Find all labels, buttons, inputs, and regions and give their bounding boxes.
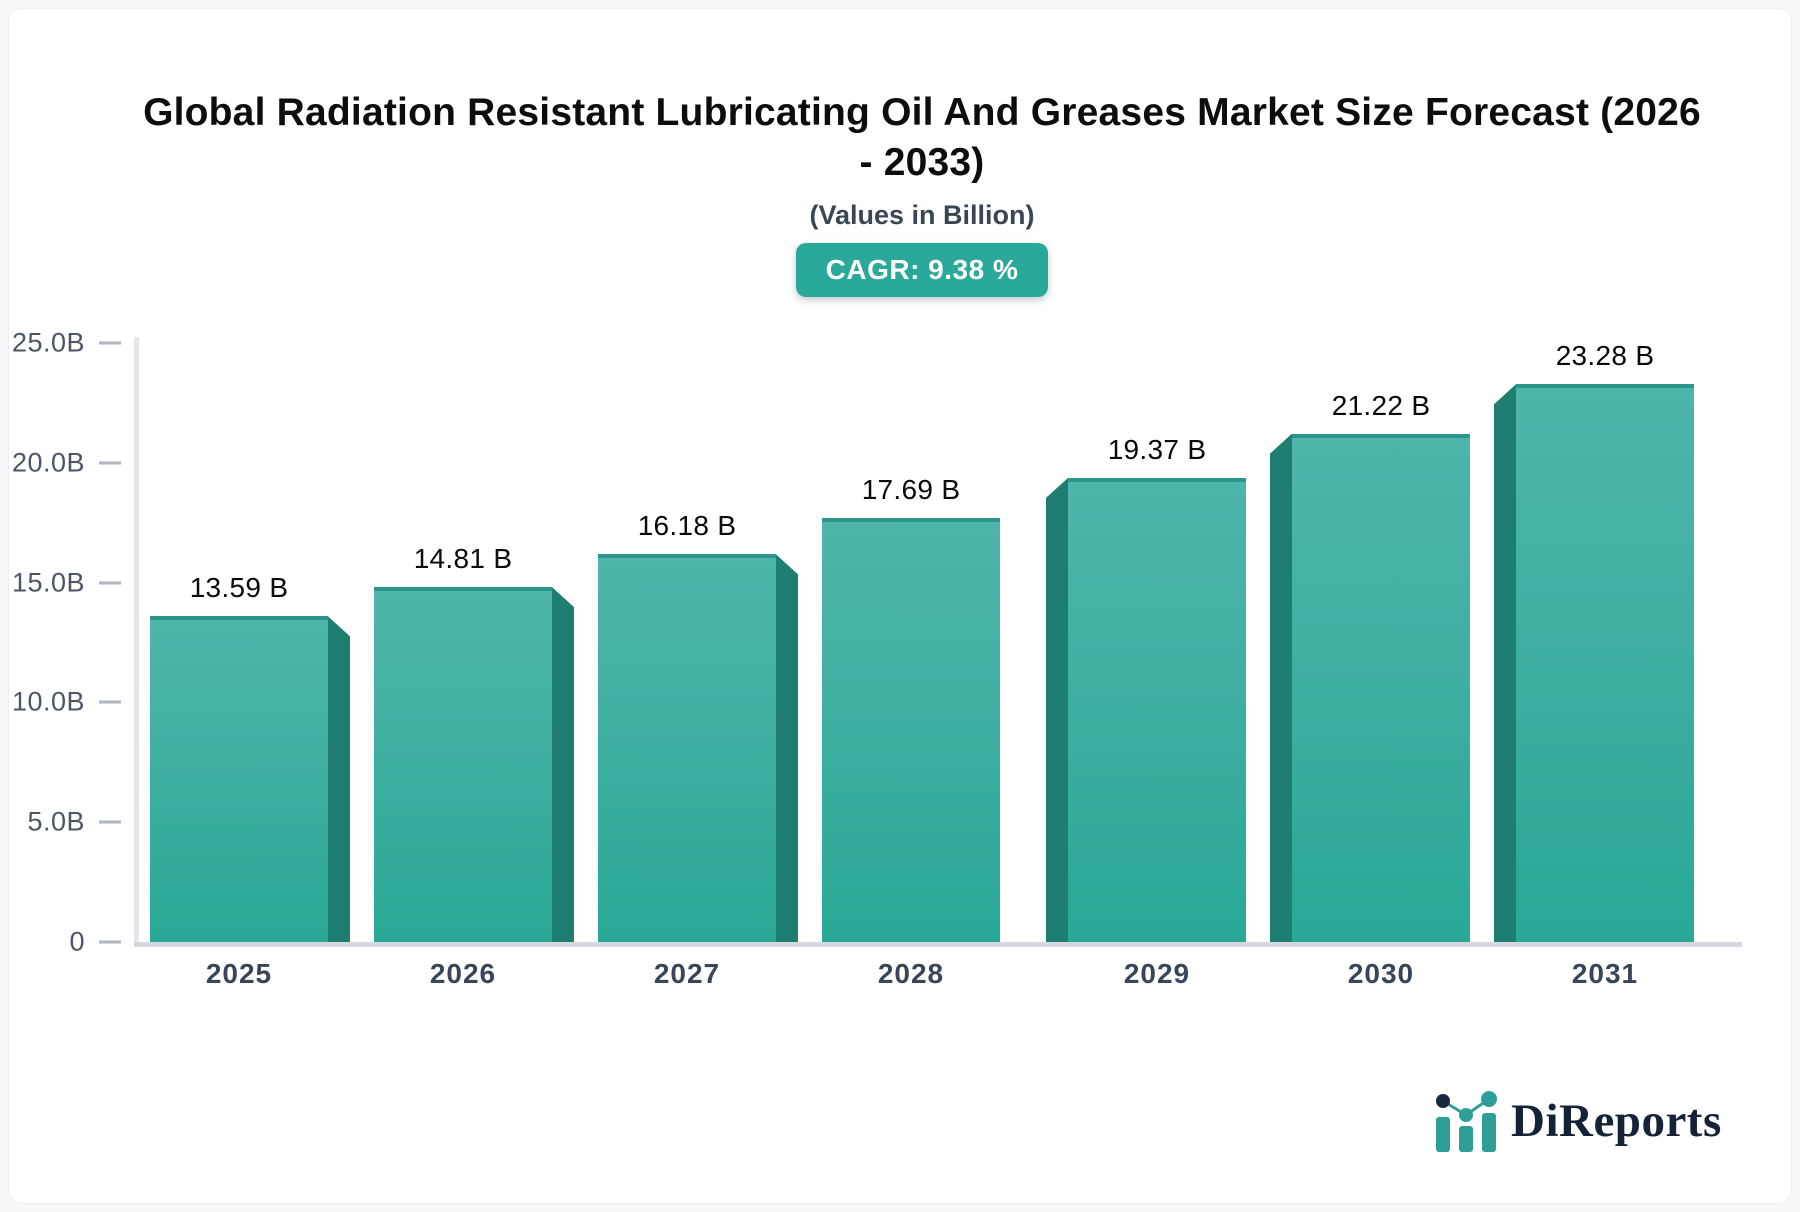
y-tick: 0 <box>69 927 134 958</box>
bar-side-3d <box>776 554 798 942</box>
bar-2030: 21.22 B <box>1270 390 1470 942</box>
chart-title-line1: Global Radiation Resistant Lubricating O… <box>143 91 1701 134</box>
bar-value-label: 19.37 B <box>1107 433 1207 465</box>
x-axis-label: 2025 <box>205 958 273 989</box>
y-tick: 15.0B <box>12 567 134 598</box>
bar-value-label: 23.28 B <box>1555 340 1655 372</box>
bar-value-label: 14.81 B <box>413 543 513 575</box>
bar-face <box>374 587 552 942</box>
chart-header: Global Radiation Resistant Lubricating O… <box>0 0 1800 297</box>
y-tick-dash <box>99 700 121 704</box>
chart-title: Global Radiation Resistant Lubricating O… <box>44 88 1800 188</box>
bar-face <box>1516 384 1694 942</box>
bar-value-label: 13.59 B <box>189 572 289 604</box>
y-tick-label: 0 <box>69 926 85 957</box>
chart-title-line2: - 2033) <box>859 141 985 184</box>
y-tick-label: 20.0B <box>11 447 85 478</box>
y-tick-label: 15.0B <box>11 567 85 598</box>
y-tick-dash <box>99 820 121 824</box>
x-axis-label: 2026 <box>429 958 497 989</box>
y-tick-dash <box>99 461 121 465</box>
bar-2031: 23.28 B <box>1494 340 1694 942</box>
x-axis-label: 2029 <box>1123 958 1191 989</box>
bar-value-label: 17.69 B <box>861 474 961 506</box>
x-axis-label: 2028 <box>877 958 945 989</box>
bar-2025: 13.59 B <box>150 572 350 942</box>
bar-value-label: 21.22 B <box>1331 389 1431 421</box>
chart-subtitle: (Values in Billion) <box>809 200 1035 230</box>
y-tick: 25.0B <box>12 328 134 359</box>
y-tick-label: 25.0B <box>11 327 85 358</box>
bar-face <box>822 518 1000 942</box>
x-axis-label: 2030 <box>1347 958 1415 989</box>
y-tick: 20.0B <box>12 447 134 478</box>
bar-side-3d <box>328 616 350 942</box>
y-tick-dash <box>99 341 121 345</box>
bar-2029: 19.37 B <box>1046 434 1246 942</box>
bar-2028: 17.69 B <box>822 474 1022 942</box>
cagr-badge: CAGR: 9.38 % <box>795 243 1049 297</box>
y-tick-dash <box>99 581 121 585</box>
y-tick: 10.0B <box>12 687 134 718</box>
bar-face <box>598 554 776 942</box>
x-axis: 2025 2026 2027 2028 2029 2030 2031 <box>134 958 1742 998</box>
bar-2027: 16.18 B <box>598 510 798 942</box>
plot-area: 13.59 B 14.81 B 16.18 B 17.69 B 19.37 B 21.22… <box>134 340 1742 942</box>
y-tick-dash <box>99 940 121 944</box>
bar-face <box>1068 477 1246 942</box>
mini-bar-chart-icon <box>1436 1091 1497 1152</box>
direports-logo: DiReports <box>1432 1090 1722 1152</box>
x-axis-line <box>134 942 1742 947</box>
y-tick-label: 5.0B <box>27 806 85 837</box>
bar-side-3d <box>552 587 574 942</box>
y-tick: 5.0B <box>27 807 134 838</box>
bar-side-3d <box>1270 433 1292 942</box>
bar-side-3d <box>1046 477 1068 942</box>
y-axis: 25.0B 20.0B 15.0B 10.0B 5.0B 0 <box>0 328 134 957</box>
logo-text: DiReports <box>1511 1095 1722 1147</box>
bar-side-3d <box>1494 384 1516 942</box>
x-axis-label: 2031 <box>1571 958 1639 989</box>
bar-value-label: 16.18 B <box>637 510 737 542</box>
bar-face <box>150 616 328 942</box>
bar-2026: 14.81 B <box>374 543 574 942</box>
y-axis-line <box>134 337 139 947</box>
x-axis-label: 2027 <box>653 958 721 989</box>
y-tick-label: 10.0B <box>11 686 85 717</box>
bar-face <box>1292 433 1470 942</box>
